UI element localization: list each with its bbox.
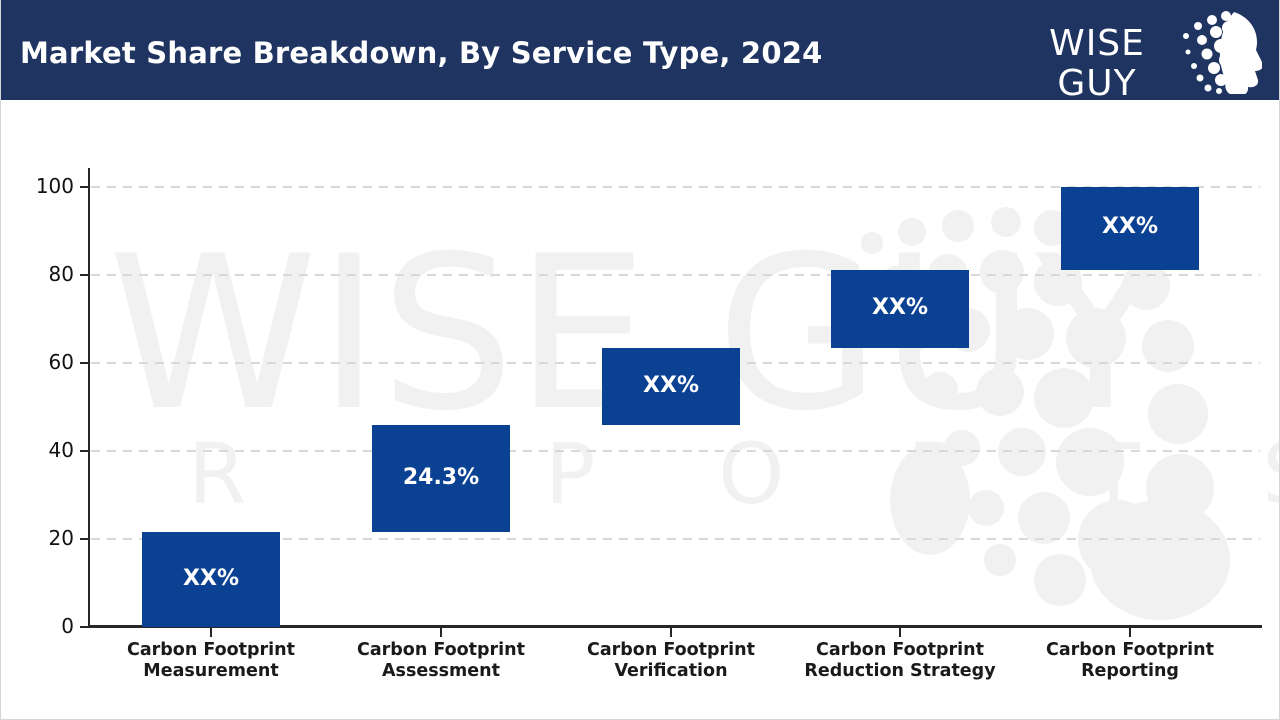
x-tick-mark [899, 628, 901, 637]
x-axis-line [88, 625, 1262, 628]
wiseguy-logo: WISE GUY R E P O R T S [1012, 8, 1262, 134]
y-tick-mark [80, 626, 88, 628]
bar: XX% [1061, 187, 1199, 270]
y-tick-label: 100 [35, 174, 74, 198]
logo-wordmark: WISE GUY [1049, 23, 1145, 104]
bar-value-label: XX% [183, 565, 239, 591]
y-axis-line [88, 168, 90, 627]
logo-subtitle: R E P O R T S [1029, 104, 1171, 135]
y-tick-mark [80, 538, 88, 540]
y-tick-label: 20 [48, 526, 74, 550]
chart-area: 0 20 40 60 80 100 XX% Carbon Footprint Measurem… [0, 100, 1280, 720]
x-tick-mark [670, 628, 672, 637]
y-tick-mark [80, 186, 88, 188]
y-tick-mark [80, 362, 88, 364]
category-label: Carbon Footprint Reduction Strategy [804, 640, 996, 682]
bar: 24.3% [372, 425, 510, 533]
bar-value-label: 24.3% [402, 464, 480, 490]
bar-value-label: XX% [643, 372, 699, 398]
page-title: Market Share Breakdown, By Service Type,… [20, 36, 823, 70]
y-tick-mark [80, 274, 88, 276]
y-tick-label: 60 [48, 350, 74, 374]
y-tick-mark [80, 450, 88, 452]
bar-value-label: XX% [872, 295, 928, 321]
x-tick-mark [1129, 628, 1131, 637]
category-label: Carbon Footprint Assessment [356, 640, 526, 682]
header-bar: Market Share Breakdown, By Service Type,… [0, 0, 1280, 134]
logo-text: WISE GUY R E P O R T S [1012, 23, 1182, 135]
face-profile-icon [1183, 11, 1262, 94]
bar: XX% [602, 348, 740, 426]
category-label: Carbon Footprint Measurement [126, 640, 296, 682]
category-label: Carbon Footprint Reporting [1045, 640, 1215, 682]
bar-value-label: XX% [1102, 214, 1158, 240]
y-tick-label: 40 [48, 438, 74, 462]
bar: XX% [831, 269, 969, 349]
bar: XX% [142, 532, 280, 627]
gridline [91, 538, 1260, 540]
gridline [91, 274, 1260, 276]
y-tick-label: 80 [48, 262, 74, 286]
category-label: Carbon Footprint Verification [586, 640, 756, 682]
x-tick-mark [210, 628, 212, 637]
y-tick-label: 0 [61, 614, 74, 638]
x-tick-mark [440, 628, 442, 637]
gridline [91, 186, 1260, 188]
gridline [91, 450, 1260, 452]
